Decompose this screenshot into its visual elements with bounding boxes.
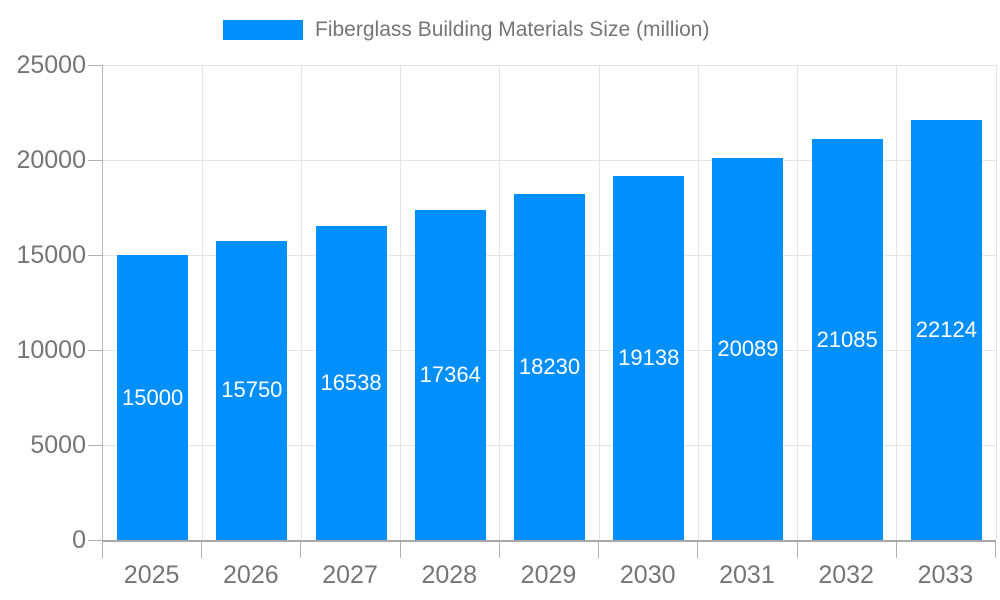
gridline-vertical [598, 65, 600, 540]
y-axis-tick [88, 445, 102, 446]
gridline-horizontal [103, 159, 996, 161]
x-axis-tick [796, 542, 798, 558]
x-axis-tick [697, 542, 699, 558]
x-axis-label: 2031 [719, 561, 775, 589]
x-axis-tick [598, 542, 600, 558]
y-axis-tick [88, 540, 102, 541]
x-axis-tick [498, 542, 500, 558]
y-axis-label: 10000 [16, 336, 86, 364]
x-axis-label: 2025 [123, 561, 180, 589]
x-axis-tick [995, 542, 996, 558]
legend-label: Fiberglass Building Materials Size (mill… [315, 18, 710, 41]
gridline-vertical [797, 65, 799, 540]
bar-value-label: 16538 [320, 369, 382, 395]
y-axis-label: 25000 [16, 51, 86, 79]
y-axis-tick [88, 255, 102, 256]
x-axis-label: 2028 [421, 561, 478, 589]
y-axis-label: 0 [72, 526, 86, 554]
x-axis-tick [399, 542, 401, 558]
y-axis-tick [88, 65, 102, 66]
bar-2031[interactable] [712, 158, 784, 540]
x-axis-label: 2030 [619, 561, 676, 589]
gridline-vertical [201, 65, 203, 540]
bar-2029[interactable] [514, 193, 585, 540]
bar-value-label: 15000 [122, 384, 184, 410]
y-axis-label: 5000 [30, 431, 86, 459]
bar-value-label: 15750 [221, 377, 283, 403]
x-axis-tick [895, 542, 897, 558]
y-axis-label: 20000 [16, 146, 86, 174]
bar-2026[interactable] [216, 240, 288, 540]
bar-2027[interactable] [315, 225, 387, 540]
y-axis-tick [88, 160, 102, 161]
x-axis-label: 2033 [917, 561, 974, 589]
gridline-vertical [499, 65, 501, 540]
gridline-vertical [400, 65, 402, 540]
bar-2030[interactable] [613, 176, 685, 540]
y-axis-tick [88, 350, 102, 351]
bar-2028[interactable] [414, 210, 486, 540]
x-axis-label: 2029 [520, 561, 577, 589]
gridline-horizontal [103, 64, 996, 66]
x-axis-label: 2026 [223, 561, 279, 589]
x-axis-tick [300, 542, 302, 558]
plot-area: 15000 15750 16538 17364 18230 19138 20089 21085… [102, 64, 997, 542]
bar-value-label: 18230 [518, 353, 581, 379]
gridline-vertical [995, 65, 997, 540]
bar-value-label: 20089 [717, 336, 779, 362]
legend-swatch [223, 20, 303, 40]
x-axis-tick [102, 542, 103, 558]
gridline-vertical [697, 65, 699, 540]
x-axis-label: 2027 [322, 561, 378, 589]
bar-2025[interactable] [117, 255, 189, 540]
x-axis-tick [201, 542, 203, 558]
x-axis-label: 2032 [818, 561, 874, 589]
legend[interactable]: Fiberglass Building Materials Size (mill… [223, 18, 709, 42]
y-axis-label: 15000 [16, 241, 86, 269]
bar-2033[interactable] [910, 119, 982, 540]
bar-value-label: 21085 [816, 326, 878, 352]
gridline-vertical [896, 65, 898, 540]
bar-value-label: 22124 [915, 316, 977, 342]
bar-2032[interactable] [811, 139, 883, 540]
bar-value-label: 19138 [618, 345, 680, 371]
gridline-vertical [300, 65, 302, 540]
bar-value-label: 17364 [419, 362, 481, 388]
